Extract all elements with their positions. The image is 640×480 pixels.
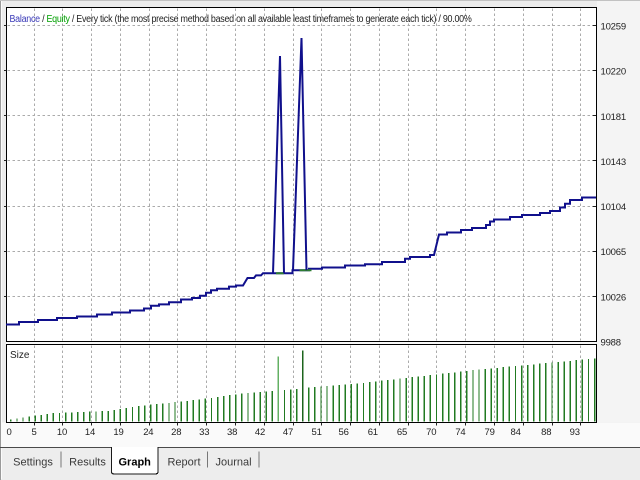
svg-text:65: 65 [397,427,407,438]
svg-text:10104: 10104 [601,202,626,213]
svg-text:14: 14 [85,427,95,438]
svg-text:33: 33 [199,427,209,438]
svg-text:56: 56 [339,427,349,438]
svg-text:10259: 10259 [601,22,626,33]
svg-text:5: 5 [31,427,36,438]
svg-text:79: 79 [485,427,495,438]
svg-text:24: 24 [143,427,153,438]
svg-text:51: 51 [312,427,322,438]
svg-text:Journal: Journal [215,456,251,468]
svg-text:Size: Size [10,350,30,361]
svg-text:10026: 10026 [601,292,626,303]
svg-text:10220: 10220 [601,67,626,78]
svg-text:Results: Results [69,456,106,468]
svg-text:10143: 10143 [601,157,626,168]
svg-text:19: 19 [113,427,123,438]
svg-text:42: 42 [255,427,265,438]
svg-text:61: 61 [368,427,378,438]
svg-text:47: 47 [283,427,293,438]
svg-text:28: 28 [171,427,181,438]
svg-text:10065: 10065 [601,247,626,258]
svg-text:Settings: Settings [13,456,53,468]
svg-text:70: 70 [426,427,436,438]
svg-text:9988: 9988 [601,338,621,349]
svg-text:Balance / Equity / Every tick: Balance / Equity / Every tick (the most … [10,14,472,25]
svg-text:88: 88 [541,427,551,438]
svg-text:84: 84 [511,427,521,438]
svg-text:0: 0 [6,427,11,438]
svg-text:10181: 10181 [601,112,626,123]
svg-text:38: 38 [227,427,237,438]
svg-text:Graph: Graph [118,456,151,468]
svg-text:Report: Report [167,456,200,468]
svg-text:10: 10 [57,427,67,438]
svg-text:74: 74 [455,427,465,438]
svg-text:93: 93 [570,427,580,438]
